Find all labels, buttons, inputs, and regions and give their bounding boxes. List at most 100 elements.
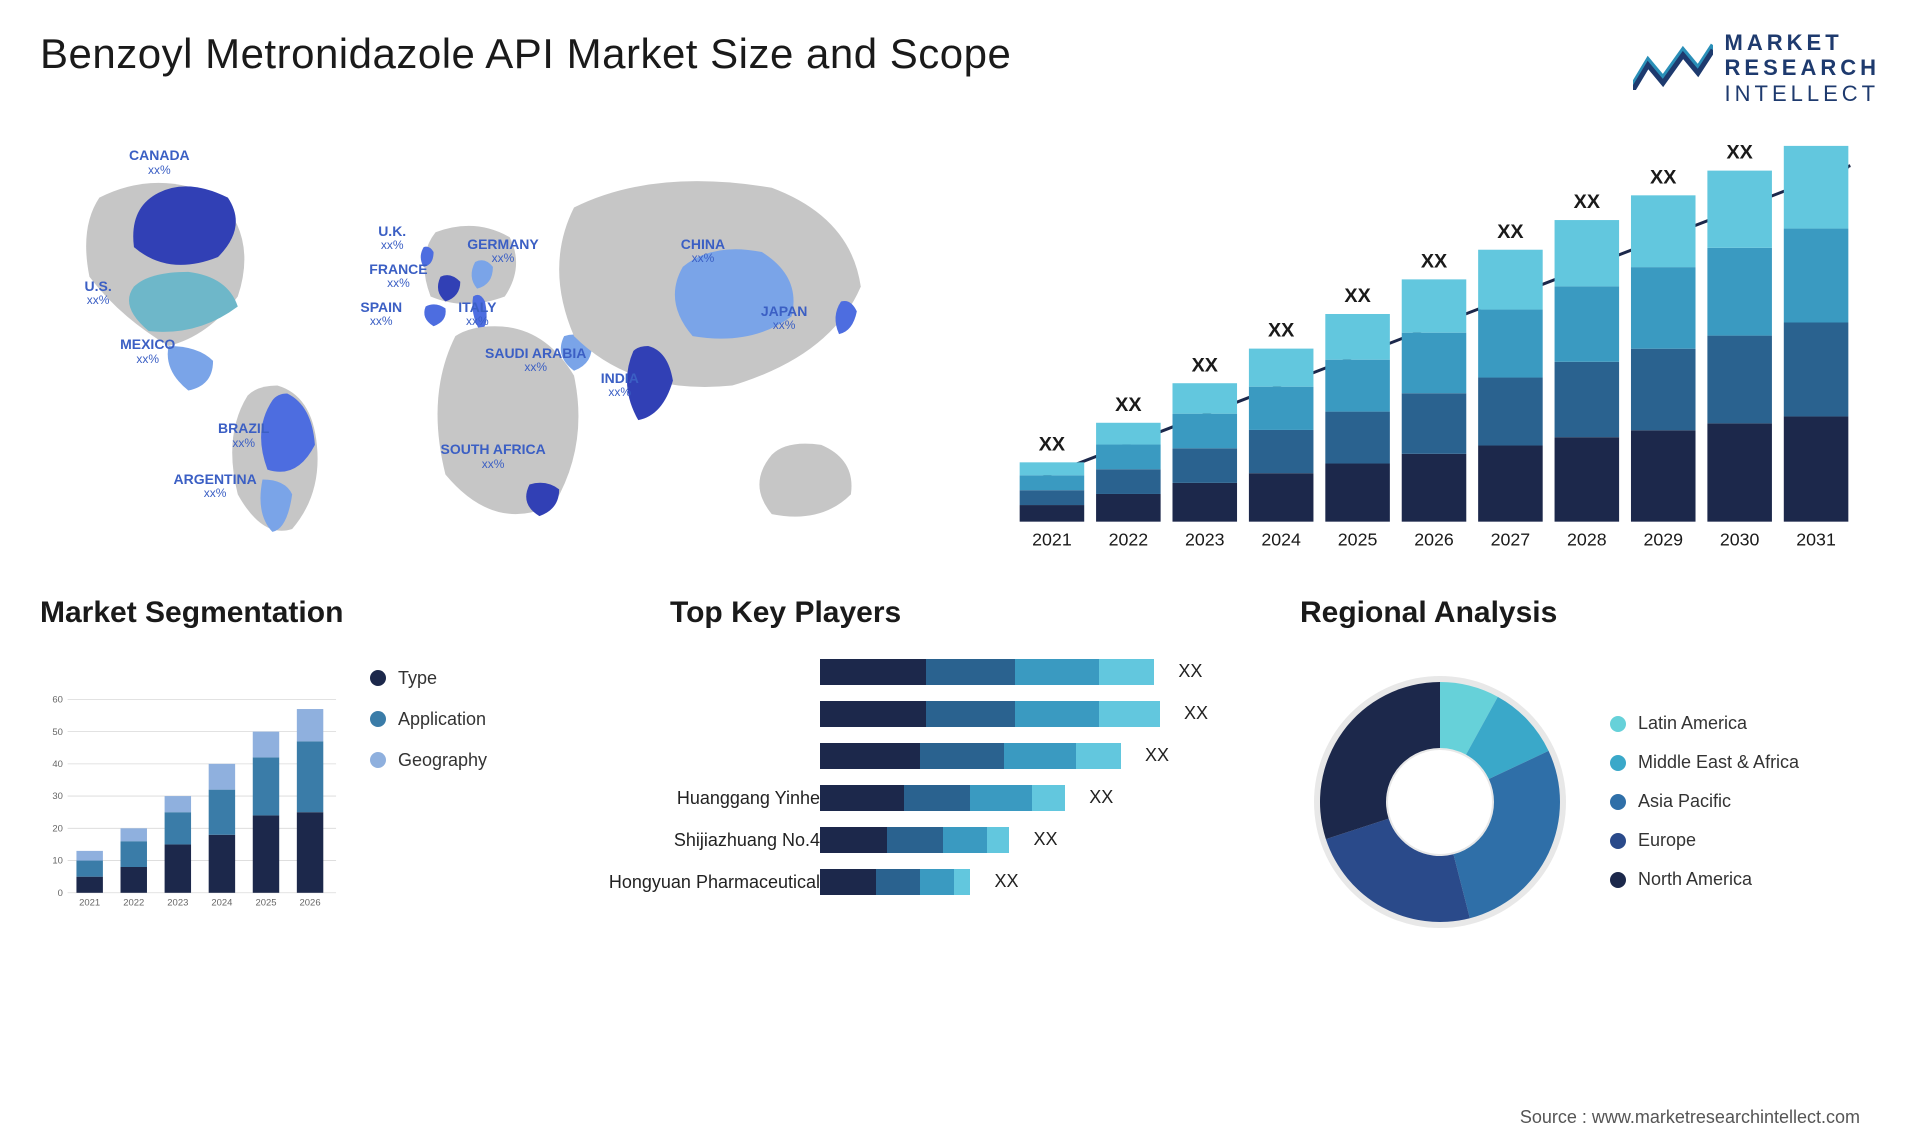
svg-text:30: 30 <box>52 791 63 802</box>
map-label: CHINAxx% <box>681 237 725 266</box>
legend-swatch <box>1610 794 1626 810</box>
player-label: Shijiazhuang No.4 <box>674 830 820 851</box>
player-bar <box>820 743 1121 769</box>
player-bar <box>820 785 1065 811</box>
top-row: CANADAxx% U.S.xx% MEXICOxx% BRAZILxx% ARGENT… <box>40 136 1880 556</box>
players-title: Top Key Players <box>670 596 1250 630</box>
svg-text:2025: 2025 <box>1338 529 1378 549</box>
legend-swatch <box>1610 833 1626 849</box>
player-bar-segment <box>926 659 1015 685</box>
svg-text:XX: XX <box>1803 136 1830 139</box>
player-bar-segment <box>987 827 1009 853</box>
player-bar-segment <box>820 659 926 685</box>
header: Benzoyl Metronidazole API Market Size an… <box>40 30 1880 106</box>
player-bar <box>820 659 1154 685</box>
map-label: SPAINxx% <box>360 300 402 329</box>
map-label: U.S.xx% <box>85 279 112 308</box>
player-value: XX <box>1089 787 1113 808</box>
map-label: SOUTH AFRICAxx% <box>441 442 546 471</box>
svg-text:XX: XX <box>1574 191 1601 213</box>
legend-label: Type <box>398 668 437 689</box>
svg-text:2025: 2025 <box>255 897 276 908</box>
svg-text:2022: 2022 <box>123 897 144 908</box>
legend-label: Asia Pacific <box>1638 791 1731 812</box>
page-title: Benzoyl Metronidazole API Market Size an… <box>40 30 1011 78</box>
svg-text:2021: 2021 <box>1032 529 1072 549</box>
player-row: XX <box>670 656 1250 688</box>
svg-text:2026: 2026 <box>1414 529 1454 549</box>
source-line: Source : www.marketresearchintellect.com <box>1520 1107 1860 1128</box>
map-label: U.K.xx% <box>378 224 406 253</box>
legend-item: Geography <box>370 750 620 771</box>
player-bar-segment <box>820 743 920 769</box>
player-bar-segment <box>1032 785 1065 811</box>
player-bar-segment <box>943 827 988 853</box>
svg-text:2028: 2028 <box>1567 529 1607 549</box>
players-panel: Top Key Players XX XX XX Huanggang Yinhe XX S… <box>670 596 1250 956</box>
svg-text:XX: XX <box>1421 250 1448 272</box>
player-bar-segment <box>1099 701 1160 727</box>
legend-label: Application <box>398 709 486 730</box>
regional-panel: Regional Analysis Latin AmericaMiddle Ea… <box>1300 596 1880 956</box>
player-label: Hongyuan Pharmaceutical <box>609 872 820 893</box>
player-bar-segment <box>926 701 1015 727</box>
svg-text:2024: 2024 <box>1261 529 1301 549</box>
legend-label: Geography <box>398 750 487 771</box>
player-bar-segment <box>970 785 1031 811</box>
legend-swatch <box>370 711 386 727</box>
brand-logo: MARKET RESEARCH INTELLECT <box>1633 30 1880 106</box>
regional-title: Regional Analysis <box>1300 596 1880 630</box>
svg-text:XX: XX <box>1268 320 1295 342</box>
player-bar-segment <box>887 827 943 853</box>
player-bar-segment <box>1099 659 1155 685</box>
player-bar-segment <box>1004 743 1076 769</box>
player-value: XX <box>994 871 1018 892</box>
svg-text:2022: 2022 <box>1109 529 1149 549</box>
player-bar <box>820 869 970 895</box>
svg-text:XX: XX <box>1650 166 1677 188</box>
legend-item: Application <box>370 709 620 730</box>
legend-item: Middle East & Africa <box>1610 752 1799 773</box>
svg-text:2027: 2027 <box>1491 529 1531 549</box>
regional-donut <box>1300 662 1580 942</box>
world-map-panel: CANADAxx% U.S.xx% MEXICOxx% BRAZILxx% ARGENT… <box>40 136 930 556</box>
segmentation-panel: Market Segmentation 01020304050602021202… <box>40 596 620 956</box>
logo-icon <box>1633 40 1713 95</box>
legend-item: North America <box>1610 869 1799 890</box>
svg-text:2030: 2030 <box>1720 529 1760 549</box>
player-bar-segment <box>820 869 876 895</box>
forecast-chart: XX2021XX2022XX2023XX2024XX2025XX2026XX20… <box>990 136 1880 556</box>
legend-label: Middle East & Africa <box>1638 752 1799 773</box>
player-row: Shijiazhuang No.4XX <box>670 824 1250 856</box>
map-label: BRAZILxx% <box>218 421 269 450</box>
legend-item: Europe <box>1610 830 1799 851</box>
legend-swatch <box>1610 755 1626 771</box>
map-label: MEXICOxx% <box>120 337 175 366</box>
svg-text:2024: 2024 <box>211 897 232 908</box>
player-row: Hongyuan PharmaceuticalXX <box>670 866 1250 898</box>
map-label: CANADAxx% <box>129 148 190 177</box>
player-bar-segment <box>904 785 971 811</box>
map-label: SAUDI ARABIAxx% <box>485 346 586 375</box>
svg-text:XX: XX <box>1497 221 1524 243</box>
legend-swatch <box>1610 716 1626 732</box>
svg-text:20: 20 <box>52 823 63 834</box>
player-bar-segment <box>1015 701 1099 727</box>
svg-text:2031: 2031 <box>1796 529 1836 549</box>
legend-label: North America <box>1638 869 1752 890</box>
player-bar-segment <box>820 785 904 811</box>
svg-text:2029: 2029 <box>1643 529 1683 549</box>
segmentation-chart: 0102030405060202120222023202420252026 <box>40 648 340 956</box>
player-value: XX <box>1184 703 1208 724</box>
svg-text:40: 40 <box>52 759 63 770</box>
map-label: ARGENTINAxx% <box>174 472 257 501</box>
bottom-row: Market Segmentation 01020304050602021202… <box>40 596 1880 956</box>
player-bar <box>820 701 1160 727</box>
svg-text:XX: XX <box>1726 142 1753 164</box>
player-label: Huanggang Yinhe <box>677 788 820 809</box>
svg-text:0: 0 <box>58 888 63 899</box>
player-bar-segment <box>954 869 971 895</box>
player-row: XX <box>670 698 1250 730</box>
legend-swatch <box>370 752 386 768</box>
map-label: GERMANYxx% <box>467 237 539 266</box>
